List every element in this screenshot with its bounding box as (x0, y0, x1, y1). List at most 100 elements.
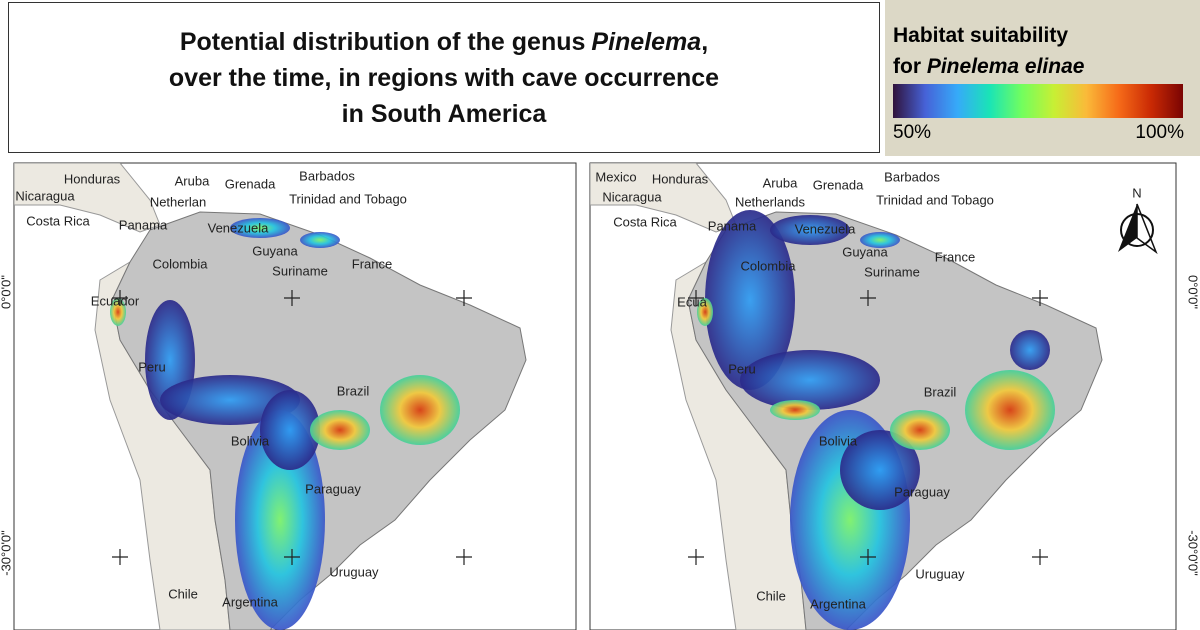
color-ramp (893, 84, 1183, 118)
title-genus: Pinelema (591, 27, 702, 56)
country-label: Brazil (924, 384, 957, 399)
country-label: Paraguay (894, 484, 950, 499)
grid-cross (284, 290, 300, 306)
grid-cross (1032, 549, 1048, 565)
country-label: Venezuela (208, 220, 269, 235)
country-label: Colombia (153, 256, 209, 271)
suitability-area (890, 410, 950, 450)
coordinate-label: -30°0'0" (1186, 530, 1200, 576)
grid-cross (456, 549, 472, 565)
coordinate-label: 0°0'0" (1186, 275, 1200, 309)
suitability-area (110, 298, 126, 326)
suitability-area (260, 390, 320, 470)
title-text: Potential distribution of the genus (179, 27, 586, 56)
title-line: over the time, in regions with cave occu… (168, 63, 720, 92)
title-line: in South America (341, 99, 547, 128)
grid-cross (860, 549, 876, 565)
country-label: Brazil (337, 383, 370, 398)
country-label: Chile (756, 588, 786, 603)
country-label: Nicaragua (15, 188, 75, 203)
country-label: Suriname (272, 263, 328, 278)
legend: Habitat suitability for Pinelema elinae … (885, 0, 1200, 156)
country-label: Aruba (763, 175, 798, 190)
country-label: Guyana (842, 244, 888, 259)
suitability-area (1010, 330, 1050, 370)
grid-cross (112, 549, 128, 565)
central-america (14, 163, 161, 233)
grid-cross (860, 290, 876, 306)
grid-cross (456, 290, 472, 306)
coordinate-label: -30°0'0" (0, 530, 13, 576)
country-label: Argentina (222, 594, 278, 609)
suitability-area (770, 400, 820, 420)
suitability-area (697, 298, 713, 326)
grid-cross (112, 290, 128, 306)
suitability-area (380, 375, 460, 445)
title-box: Potential distribution of the genus Pinel… (8, 2, 880, 153)
suitability-area (965, 370, 1055, 450)
title-line: Potential distribution of the genus Pinel… (180, 24, 708, 60)
country-label: Costa Rica (613, 214, 677, 229)
country-label: Guyana (252, 243, 298, 258)
suitability-area (740, 350, 880, 410)
country-label: Trinidad and Tobago (289, 191, 407, 206)
country-label: Suriname (864, 264, 920, 279)
legend-title: Habitat suitability (893, 24, 1069, 47)
country-label: Colombia (741, 258, 797, 273)
country-label: Costa Rica (26, 213, 90, 228)
legend-for: for (893, 55, 921, 78)
legend-max: 100% (1135, 122, 1184, 143)
central-america (590, 163, 737, 233)
suitability-area (705, 210, 795, 390)
country-label: France (352, 256, 392, 271)
grid-cross (284, 549, 300, 565)
map-panel: Honduras Nicaragua Costa Rica Aruba Netherla… (14, 163, 527, 630)
north-label: N (1132, 185, 1141, 200)
country-label: Grenada (813, 177, 864, 192)
suitability-area (770, 215, 850, 245)
country-label: Peru (138, 359, 165, 374)
grid-cross (688, 549, 704, 565)
country-label: Honduras (64, 171, 121, 186)
title-text: , (701, 27, 709, 56)
north-arrow (1136, 203, 1158, 255)
country-label: Venezuela (795, 221, 856, 236)
legend-min: 50% (893, 122, 932, 143)
country-label: Bolivia (231, 433, 270, 448)
country-label: Ecua (677, 294, 707, 309)
country-label: Aruba (175, 173, 210, 188)
north-arrow (1118, 204, 1137, 252)
country-label: Trinidad and Tobago (876, 192, 994, 207)
suitability-area (840, 430, 920, 510)
suitability-area (300, 232, 340, 248)
north-arrow-ring (1120, 213, 1154, 247)
country-label: Bolivia (819, 433, 858, 448)
country-label: Argentina (810, 596, 866, 611)
country-label: Netherlan (150, 194, 206, 209)
country-label: Paraguay (305, 481, 361, 496)
map-panel: Mexico Honduras Nicaragua Costa Rica Aruba Ne… (590, 163, 1103, 630)
country-label: Honduras (652, 171, 709, 186)
suitability-area (310, 410, 370, 450)
country-label: Netherlands (735, 194, 806, 209)
country-label: Uruguay (329, 564, 379, 579)
country-label: Barbados (299, 168, 355, 183)
country-label: Panama (708, 218, 757, 233)
country-label: Ecuador (91, 293, 140, 308)
coordinate-label: 0°0'0" (0, 275, 13, 309)
legend-title: for Pinelema elinae (893, 55, 1084, 79)
country-label: Peru (728, 361, 755, 376)
legend-species: Pinelema elinae (926, 55, 1085, 78)
suitability-area (860, 232, 900, 248)
grid-cross (688, 290, 704, 306)
suitability-area (230, 218, 290, 238)
country-label: France (935, 249, 975, 264)
country-label: Chile (168, 586, 198, 601)
country-label: Panama (119, 217, 168, 232)
country-label: Barbados (884, 169, 940, 184)
country-label: Grenada (225, 176, 276, 191)
country-label: Nicaragua (602, 189, 662, 204)
country-label: Mexico (595, 169, 636, 184)
